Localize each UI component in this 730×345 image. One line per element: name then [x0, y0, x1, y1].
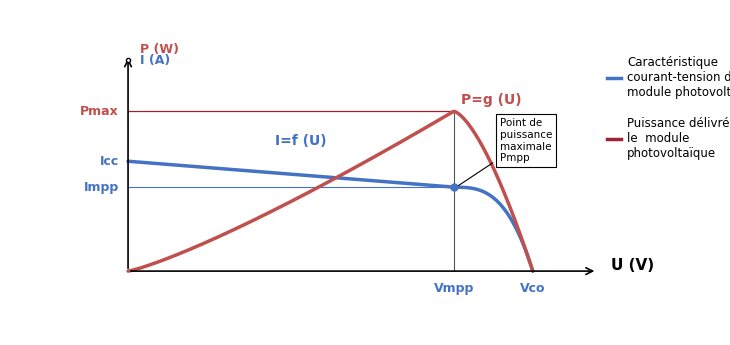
- Text: Impp: Impp: [84, 181, 119, 194]
- Text: Point de
puissance
maximale
Pmpp: Point de puissance maximale Pmpp: [458, 118, 552, 186]
- Text: P=g (U): P=g (U): [461, 93, 521, 107]
- Text: P (W): P (W): [139, 43, 179, 56]
- Text: I (A): I (A): [139, 54, 170, 67]
- Legend: Caractéristique
courant-tension d'un
module photovoltaïque, Puissance délivrée p: Caractéristique courant-tension d'un mod…: [604, 53, 730, 164]
- Text: U (V): U (V): [611, 258, 654, 273]
- Text: I=f (U): I=f (U): [275, 134, 327, 148]
- Text: Vmpp: Vmpp: [434, 282, 474, 295]
- Text: Vco: Vco: [520, 282, 545, 295]
- Text: Pmax: Pmax: [80, 105, 119, 118]
- Text: Icc: Icc: [99, 155, 119, 168]
